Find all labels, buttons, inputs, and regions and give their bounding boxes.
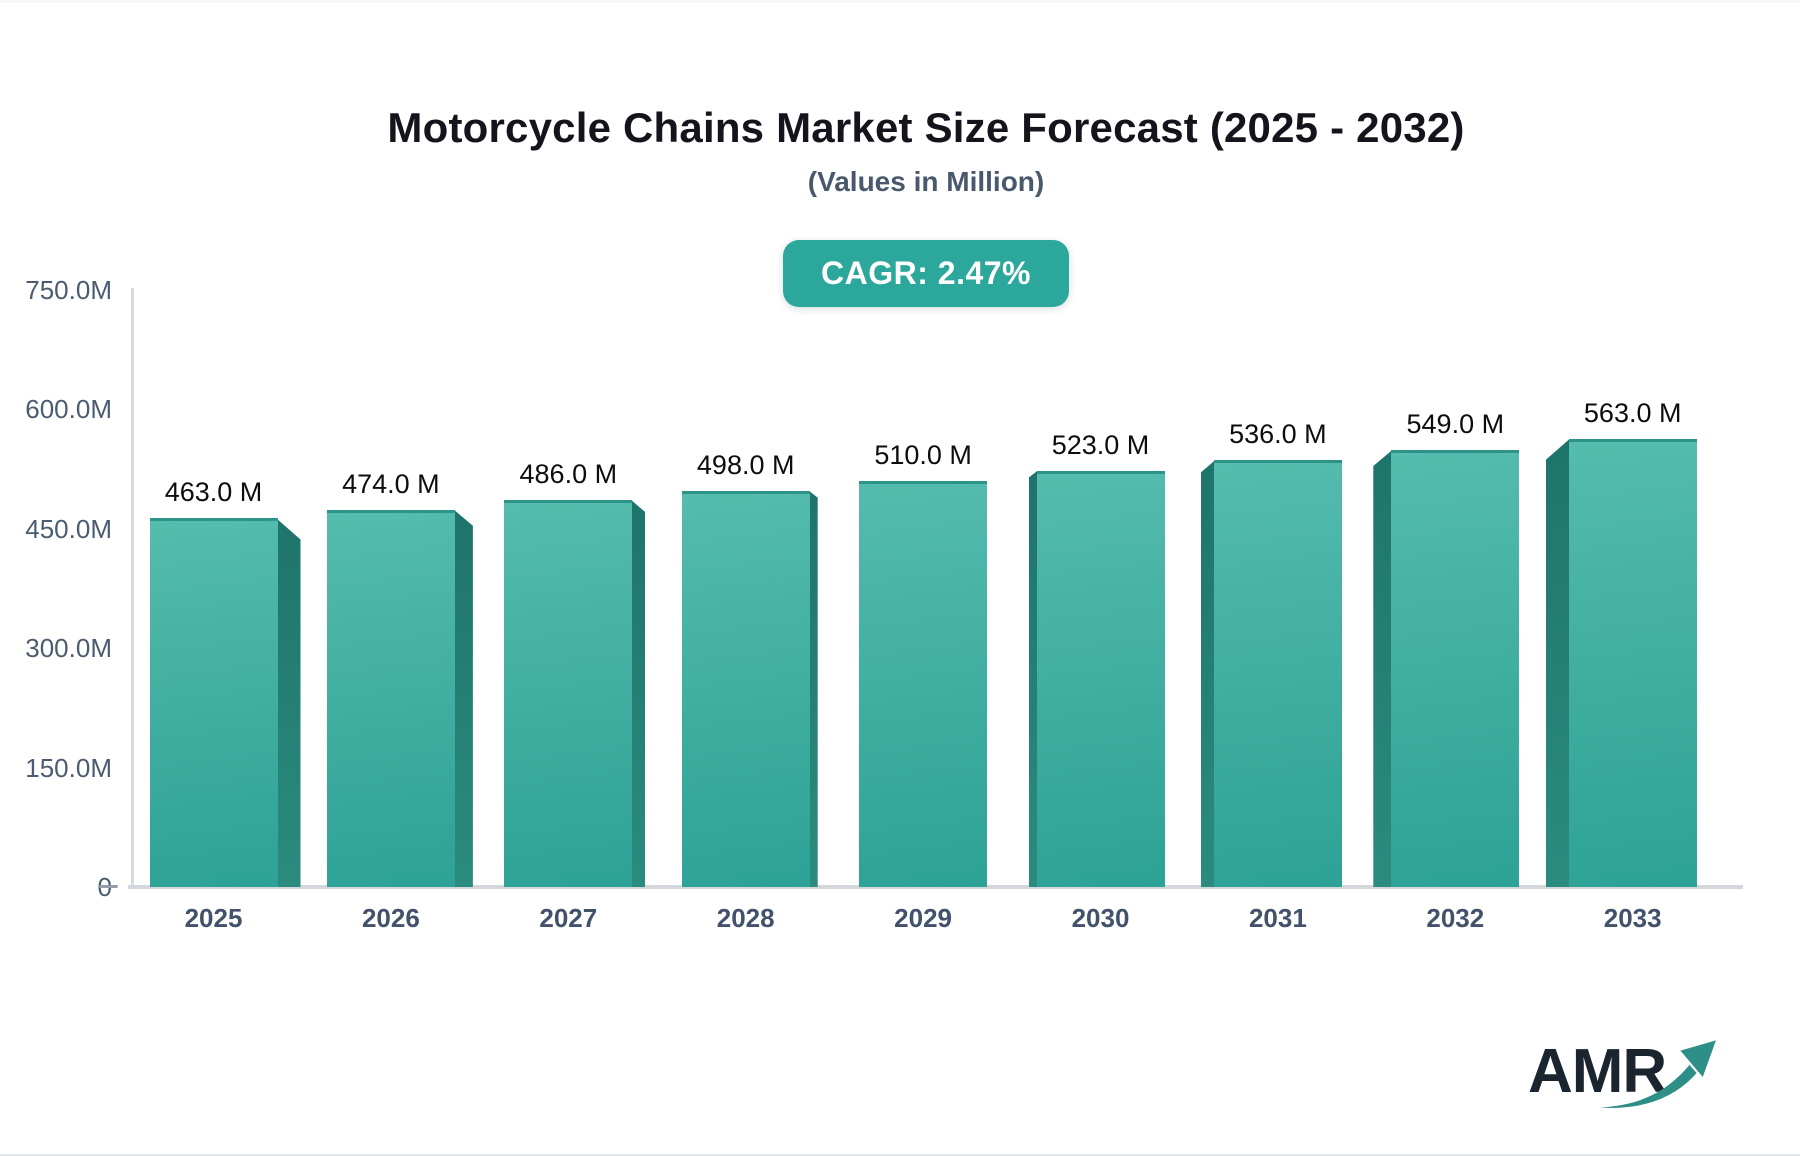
bar-value-label: 498.0 M [696,449,795,480]
bar-depth-face [276,518,301,887]
bar-depth-face [453,509,473,887]
bar-value-label: 523.0 M [1051,429,1150,460]
bar-depth-face [1028,470,1038,887]
chart-header: Motorcycle Chains Market Size Forecast (… [0,0,1800,307]
bar-front-face [1213,460,1342,887]
y-tick-label: 450.0M [25,513,112,544]
x-tick-label-2025: 2025 [184,903,243,933]
bar-2026[interactable] [326,509,473,887]
y-tick-label: 750.0M [25,275,112,305]
x-tick-label-2028: 2028 [716,903,775,933]
growth-arrow-icon [1600,1040,1716,1108]
bar-value-label: 486.0 M [519,459,618,490]
bar-depth-face [1545,438,1570,887]
bar-2028[interactable] [681,490,818,887]
x-tick-label-2030: 2030 [1071,903,1130,933]
bar-front-face [1391,449,1520,887]
y-tick-label: 300.0M [25,633,112,664]
bar-front-face [149,518,278,887]
x-tick-label-2032: 2032 [1426,903,1485,933]
bar-2033[interactable] [1545,438,1697,887]
bar-value-label: 474.0 M [342,468,440,499]
bottom-edge-divider [0,1154,1800,1156]
top-edge-divider [0,0,1800,3]
y-tick-label: 600.0M [25,394,112,425]
x-tick-label-2027: 2027 [539,903,598,933]
bar-2029[interactable] [859,481,988,887]
bar-value-label: 563.0 M [1583,397,1682,428]
bar-2031[interactable] [1200,460,1342,887]
x-tick-label-2031: 2031 [1248,903,1307,933]
bar-2032[interactable] [1373,449,1520,887]
x-axis-line [128,885,1743,889]
bar-value-label: 549.0 M [1406,408,1505,439]
y-tick-label: 150.0M [25,752,112,783]
bar-2030[interactable] [1028,470,1165,887]
bar-value-label: 536.0 M [1229,419,1327,450]
y-tick-label: 0 [0,872,112,902]
y-axis-line [131,288,134,889]
bar-2025[interactable] [149,518,301,887]
bar-2027[interactable] [504,500,646,887]
cagr-badge: CAGR: 2.47% [783,240,1069,307]
x-tick-label-2026: 2026 [361,903,420,933]
bar-front-face [504,500,633,887]
zero-tick-mark [99,885,118,888]
bar-front-face [681,490,810,887]
x-tick-label-2033: 2033 [1603,903,1662,933]
page-subtitle: (Values in Million) [807,166,1045,197]
bar-front-face [326,509,455,887]
bar-front-face [859,481,988,887]
logo-text: AMR [1528,1037,1667,1106]
bar-value-label: 510.0 M [874,440,972,471]
amr-logo: AMR [1528,1036,1728,1122]
page-title: Motorcycle Chains Market Size Forecast (… [387,104,1465,151]
bar-front-face [1036,470,1165,887]
bar-depth-face [631,500,646,887]
bar-front-face [1568,438,1697,887]
bar-value-label: 463.0 M [164,477,263,508]
x-tick-label-2029: 2029 [894,903,953,933]
bar-depth-face [1373,449,1393,887]
bar-depth-face [1200,460,1215,887]
bar-depth-face [808,490,818,887]
